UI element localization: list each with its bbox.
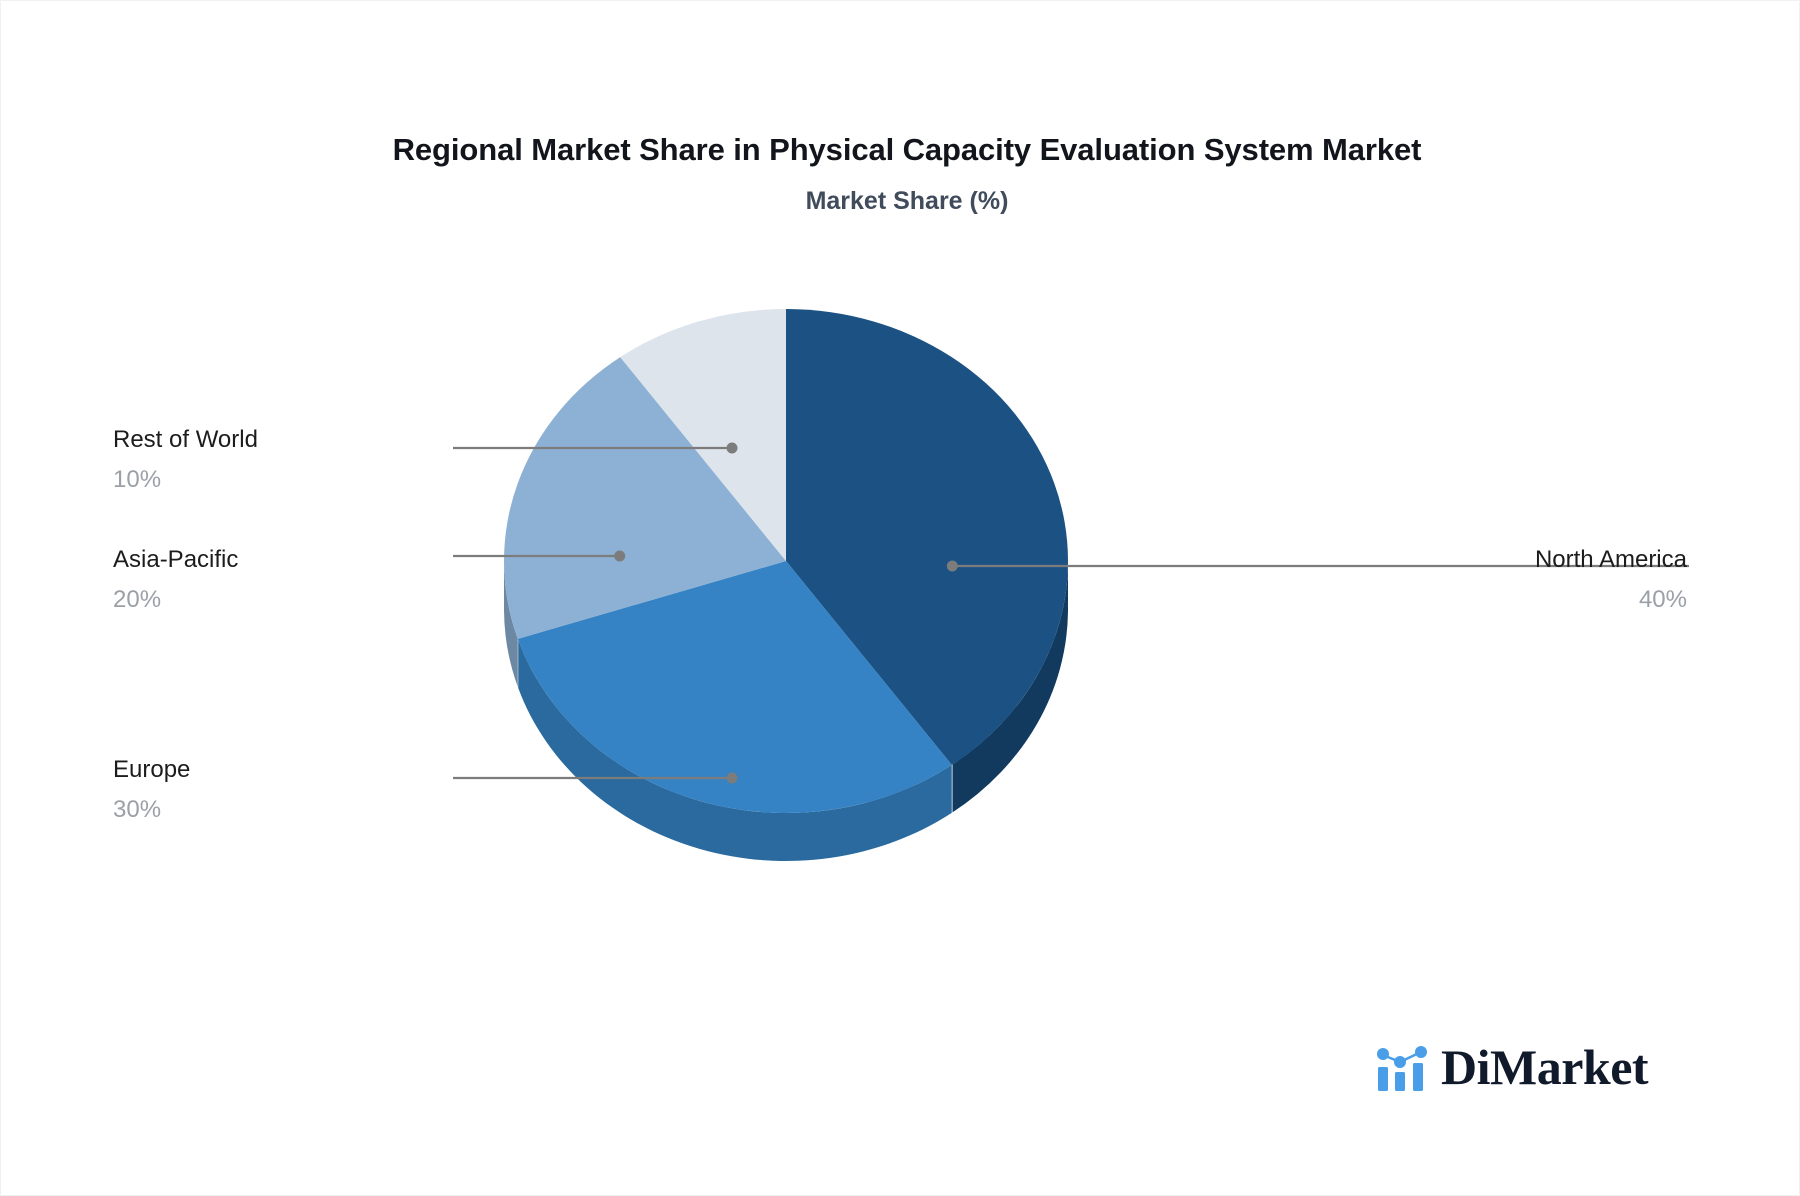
pie-slice-side-north-america [952, 563, 1068, 813]
pie-slice-europe[interactable] [517, 561, 952, 814]
pie-slice-north-america[interactable] [786, 309, 1069, 765]
leader-dot [726, 772, 738, 784]
callout-value-asia-pacific: 20% [113, 585, 162, 613]
callout-rest-of-world[interactable]: Rest of World 10% [113, 426, 453, 493]
leader-dot [946, 560, 958, 572]
brand-logo: DiMarket [1375, 1039, 1649, 1095]
callout-europe[interactable]: Europe 30% [113, 756, 453, 823]
pie-slice-side-asia-pacific [504, 562, 518, 687]
pie-slice-rest-of-world[interactable] [620, 309, 786, 561]
leader-dot [614, 550, 626, 562]
callout-label-north-america: North America [1534, 546, 1687, 573]
pie-slice-asia-pacific[interactable] [503, 357, 786, 639]
callout-value-rest-of-world: 10% [113, 465, 162, 493]
callout-asia-pacific[interactable]: Asia-Pacific 20% [113, 546, 453, 613]
callout-label-rest-of-world: Rest of World [113, 426, 258, 453]
pie-slice-side-europe [518, 640, 952, 861]
brand-logo-text: DiMarket [1441, 1039, 1649, 1095]
callout-label-asia-pacific: Asia-Pacific [113, 546, 239, 573]
leader-dot [726, 442, 738, 454]
callout-value-europe: 30% [113, 795, 162, 823]
pie-3d-sides [504, 562, 1068, 861]
pie-slices [503, 309, 1069, 814]
leader-lines [453, 442, 1689, 784]
bar-chart-trend-icon [1377, 1046, 1427, 1091]
callout-label-europe: Europe [113, 756, 191, 783]
callout-value-north-america: 40% [1638, 585, 1687, 613]
callout-north-america[interactable]: North America 40% [1347, 546, 1687, 613]
